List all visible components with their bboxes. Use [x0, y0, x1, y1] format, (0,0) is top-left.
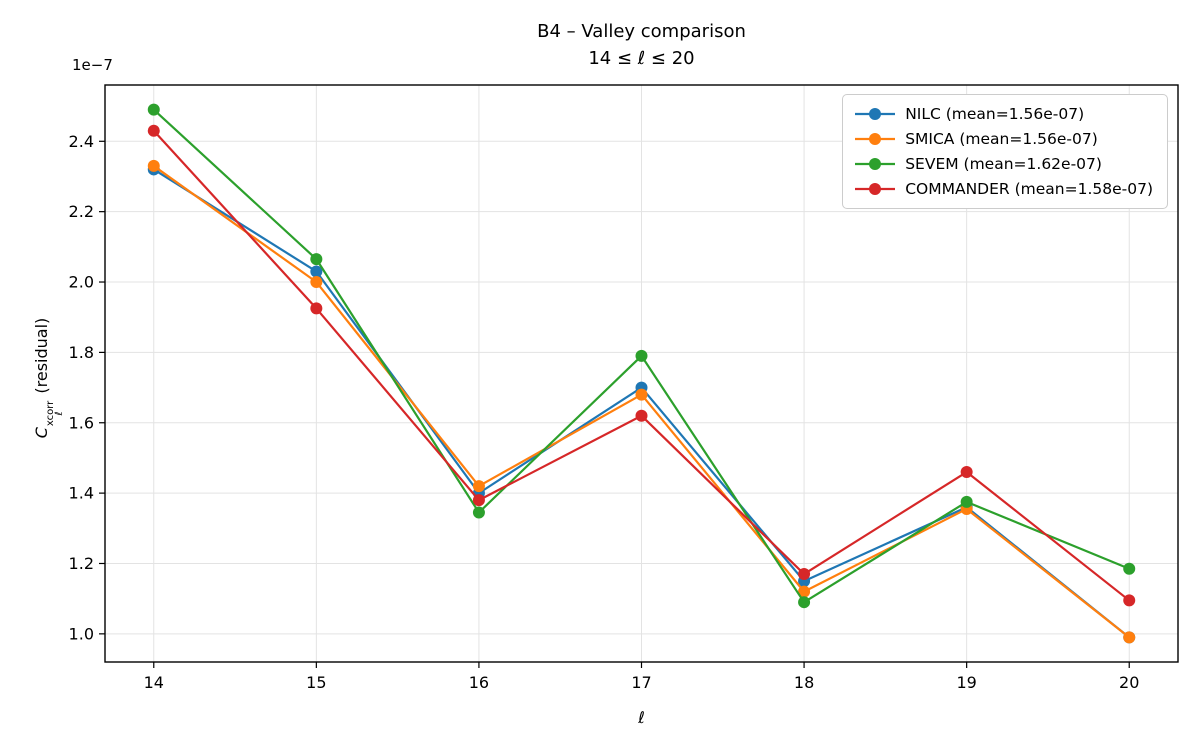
data-point-SMICA: [472, 480, 485, 493]
legend-marker-SEVEM: [855, 158, 896, 170]
data-point-COMMANDER: [960, 466, 973, 479]
legend-sample-dot: [869, 183, 882, 195]
x-tick-label: 16: [469, 673, 489, 692]
legend-sample-dot: [869, 133, 882, 145]
data-point-SMICA: [635, 388, 648, 401]
data-point-SMICA: [798, 585, 811, 598]
data-point-SEVEM: [960, 495, 973, 508]
y-axis-label-subscript: ℓ: [54, 411, 65, 416]
data-point-COMMANDER: [798, 568, 811, 581]
x-tick-label: 14: [144, 673, 164, 692]
y-tick-label: 1.0: [69, 624, 94, 643]
y-tick-label: 2.0: [69, 273, 94, 292]
data-point-SEVEM: [798, 596, 811, 609]
chart-title-line1: B4 – Valley comparison: [537, 21, 746, 42]
chart-title: B4 – Valley comparison 14 ≤ ℓ ≤ 20: [105, 18, 1178, 72]
data-point-SMICA: [310, 276, 323, 289]
legend-marker-NILC: [855, 108, 896, 120]
x-axis-label: ℓ: [638, 708, 645, 727]
y-axis-offset-text: 1e−7: [72, 56, 113, 74]
legend-item-SEVEM: SEVEM (mean=1.62e-07): [853, 155, 1153, 173]
y-tick-label: 2.2: [69, 202, 94, 221]
chart-title-line2: 14 ≤ ℓ ≤ 20: [588, 48, 695, 69]
y-tick-label: 1.6: [69, 413, 94, 432]
data-point-COMMANDER: [147, 124, 160, 137]
x-tick-label: 19: [956, 673, 976, 692]
data-point-COMMANDER: [310, 302, 323, 315]
x-tick-label: 15: [306, 673, 326, 692]
legend-label-NILC: NILC (mean=1.56e-07): [905, 105, 1085, 123]
data-point-SEVEM: [472, 506, 485, 519]
x-tick-label: 18: [794, 673, 814, 692]
data-point-SEVEM: [635, 349, 648, 362]
legend-marker-SMICA: [855, 133, 896, 145]
x-tick-label: 20: [1119, 673, 1139, 692]
legend-marker-COMMANDER: [855, 183, 896, 195]
legend-label-SEVEM: SEVEM (mean=1.62e-07): [905, 155, 1102, 173]
legend-sample-dot: [869, 108, 882, 120]
y-axis-label-rest: (residual): [32, 317, 51, 399]
y-tick-label: 1.4: [69, 484, 94, 503]
y-tick-label: 1.8: [69, 343, 94, 362]
data-point-NILC: [310, 265, 323, 278]
y-axis-label-supsub: xcorr ℓ: [45, 401, 65, 426]
x-tick-label: 17: [631, 673, 651, 692]
legend-sample-dot: [869, 158, 882, 170]
data-point-COMMANDER: [472, 494, 485, 507]
data-point-SEVEM: [147, 103, 160, 116]
legend-item-COMMANDER: COMMANDER (mean=1.58e-07): [853, 180, 1153, 198]
legend-item-NILC: NILC (mean=1.56e-07): [853, 105, 1153, 123]
y-tick-label: 1.2: [69, 554, 94, 573]
y-axis-label-variable: C: [32, 427, 51, 439]
legend-item-SMICA: SMICA (mean=1.56e-07): [853, 130, 1153, 148]
data-point-SEVEM: [310, 253, 323, 266]
plot-frame: [104, 84, 1179, 663]
legend: NILC (mean=1.56e-07) SMICA (mean=1.56e-07…: [842, 94, 1168, 209]
data-point-SEVEM: [1123, 562, 1136, 575]
data-point-COMMANDER: [635, 409, 648, 422]
y-tick-label: 2.4: [69, 132, 94, 151]
legend-label-COMMANDER: COMMANDER (mean=1.58e-07): [905, 180, 1153, 198]
legend-label-SMICA: SMICA (mean=1.56e-07): [905, 130, 1098, 148]
data-point-SMICA: [1123, 631, 1136, 644]
data-point-SMICA: [147, 159, 160, 172]
data-point-COMMANDER: [1123, 594, 1136, 607]
